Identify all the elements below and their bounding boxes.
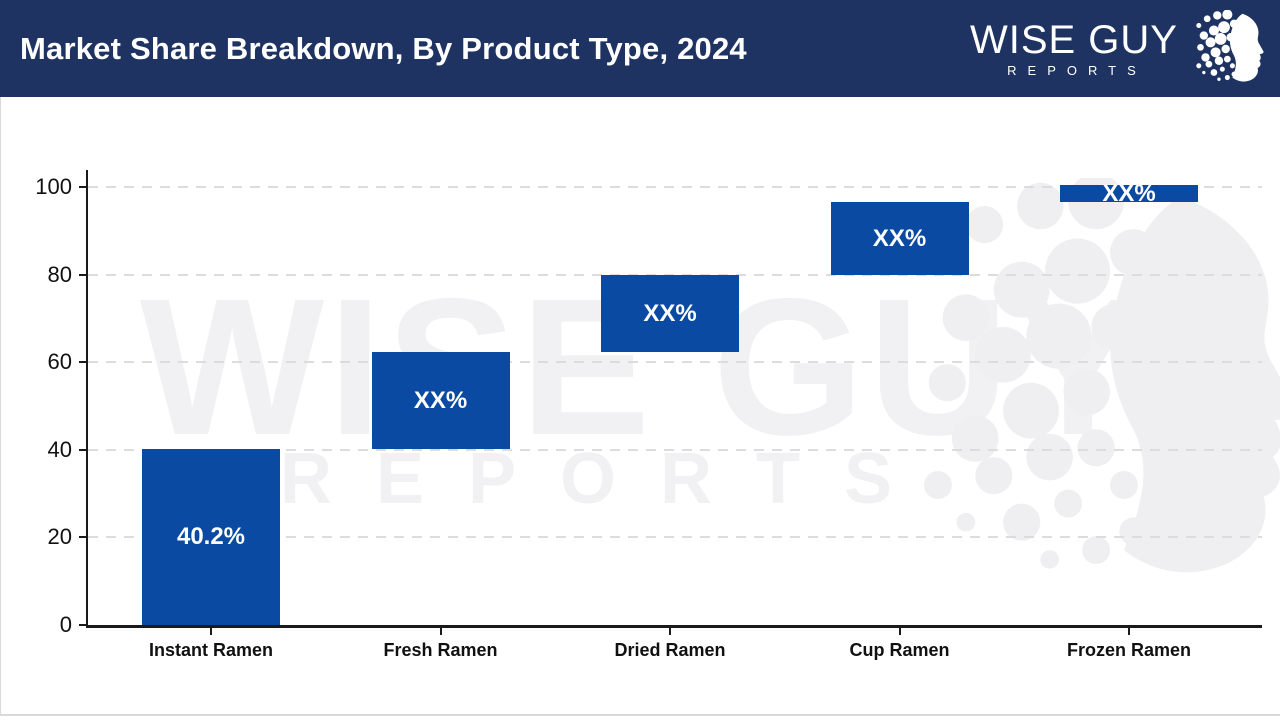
logo-subtext: REPORTS — [1007, 63, 1147, 78]
x-category-label: Instant Ramen — [148, 640, 274, 660]
bar-value-label: XX% — [413, 386, 468, 414]
grid-line — [88, 448, 1262, 451]
x-axis-line — [86, 625, 1262, 628]
x-category-label: Frozen Ramen — [1066, 640, 1192, 660]
waterfall-chart: 0 20 40 60 80 100 40.2% Instant Ramen XX% Fresh R… — [0, 97, 1280, 720]
bar-value-label: XX% — [872, 224, 927, 252]
logo-face-icon — [1196, 9, 1264, 82]
bar-dried-ramen: XX% — [601, 275, 739, 353]
bar-value-label: XX% — [643, 299, 697, 327]
bar-frozen-ramen: XX% — [1060, 180, 1198, 207]
x-category-label: Fresh Ramen — [383, 640, 498, 660]
x-tick-mark — [439, 627, 442, 635]
y-tick-mark — [79, 624, 88, 626]
bar-fresh-ramen: XX% — [371, 352, 510, 449]
y-tick-mark — [79, 273, 88, 276]
bar-value-label: XX% — [1102, 179, 1156, 207]
x-tick-mark — [1128, 627, 1130, 635]
y-tick-mark — [79, 361, 88, 364]
x-category-label: Cup Ramen — [849, 640, 950, 660]
logo-wordmark: WISE GUY — [969, 18, 1178, 62]
header-band: Market Share Breakdown, By Product Type,… — [0, 0, 1280, 97]
y-tick-mark — [79, 448, 88, 451]
x-tick-mark — [210, 627, 212, 635]
bar-instant-ramen: 40.2% — [142, 448, 280, 625]
wise-guy-logo: WISE GUY REPORTS — [970, 9, 1266, 88]
y-tick-mark — [79, 186, 88, 188]
grid-line — [88, 186, 1262, 188]
y-tick-mark — [79, 536, 88, 539]
grid-line — [88, 361, 1262, 364]
x-tick-mark — [898, 627, 901, 635]
x-category-label: Dried Ramen — [614, 640, 726, 660]
chart-title: Market Share Breakdown, By Product Type,… — [20, 30, 747, 66]
y-tick-label: 20 — [47, 524, 72, 550]
y-tick-label: 100 — [35, 174, 72, 199]
bar-value-label: 40.2% — [176, 522, 246, 550]
bar-cup-ramen: XX% — [830, 202, 969, 276]
grid-line — [88, 536, 1262, 539]
y-tick-label: 0 — [59, 612, 72, 637]
logo-text: WISE GUY REPORTS — [970, 20, 1178, 77]
grid-line — [88, 273, 1262, 276]
y-tick-label: 40 — [47, 436, 72, 462]
watermark-subtext: REPORTS — [280, 439, 937, 519]
x-tick-mark — [669, 627, 671, 635]
y-axis-line — [86, 170, 88, 627]
y-tick-label: 60 — [47, 349, 72, 375]
y-tick-label: 80 — [47, 261, 72, 287]
